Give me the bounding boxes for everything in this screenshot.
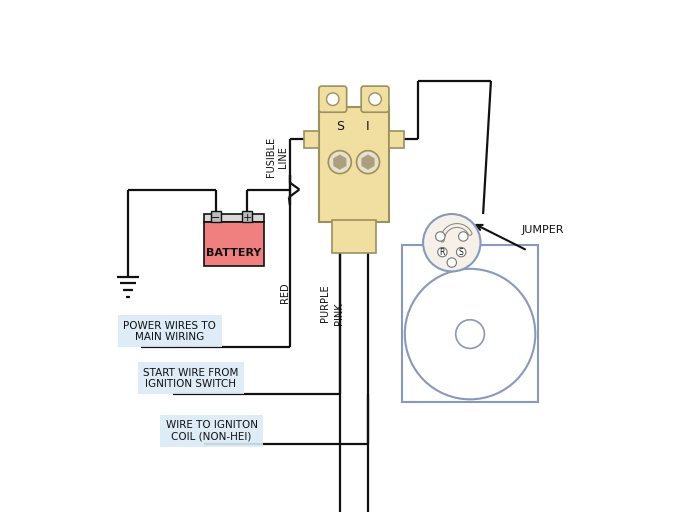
Circle shape [458,232,468,241]
Text: S: S [458,247,463,257]
Text: S: S [336,120,344,133]
Circle shape [456,247,466,257]
Circle shape [328,151,351,174]
Text: WIRE TO IGNITON
COIL (NON-HEI): WIRE TO IGNITON COIL (NON-HEI) [166,420,258,442]
Circle shape [423,214,480,271]
Text: START WIRE FROM
IGNITION SWITCH: START WIRE FROM IGNITION SWITCH [143,367,239,389]
Bar [389,131,404,148]
Polygon shape [362,156,374,169]
FancyBboxPatch shape [361,86,389,112]
Text: −: − [211,213,220,223]
Text: RED: RED [280,282,290,303]
Text: +: + [242,213,252,223]
Bar [242,211,252,222]
Circle shape [405,269,536,399]
Circle shape [326,93,339,105]
Circle shape [438,247,447,257]
Text: PINK: PINK [333,302,344,325]
Circle shape [435,232,445,241]
Bar [402,245,538,402]
Text: FUSIBLE
LINE: FUSIBLE LINE [266,137,288,176]
Bar [211,211,220,222]
Circle shape [456,319,484,349]
Circle shape [369,93,382,105]
Polygon shape [334,156,346,169]
Text: PURPLE: PURPLE [320,284,330,322]
Bar [304,131,318,148]
Text: POWER WIRES TO
MAIN WIRING: POWER WIRES TO MAIN WIRING [123,321,216,342]
Circle shape [356,151,379,174]
Text: R: R [440,247,445,257]
Circle shape [447,258,456,267]
Bar [204,222,264,266]
Text: I: I [366,120,370,133]
Text: BATTERY: BATTERY [206,248,262,258]
Bar [318,107,389,222]
Text: JUMPER: JUMPER [522,224,564,235]
Bar [204,214,264,222]
FancyBboxPatch shape [319,86,346,112]
Bar [332,220,376,253]
